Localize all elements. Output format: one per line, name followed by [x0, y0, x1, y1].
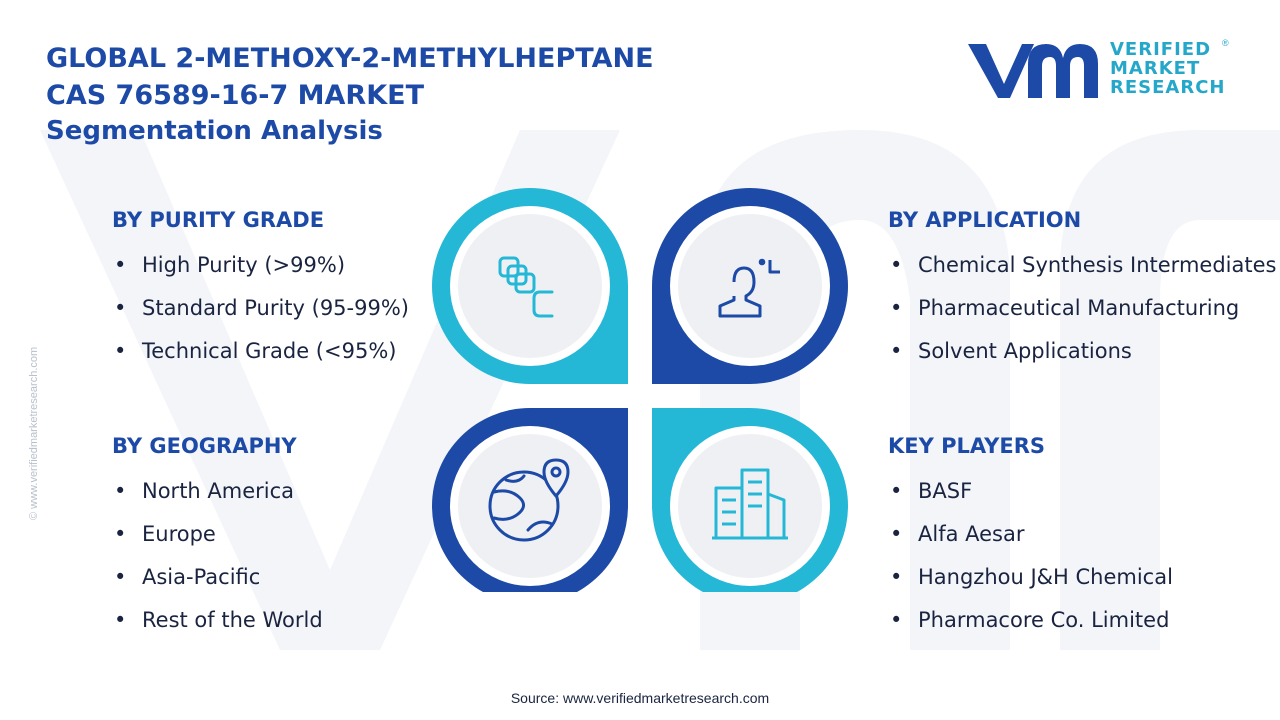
- segment-list: Chemical Synthesis Intermediates Pharmac…: [888, 244, 1276, 373]
- list-item: Europe: [112, 513, 323, 556]
- list-item: Solvent Applications: [888, 330, 1276, 373]
- segment-title: BY GEOGRAPHY: [112, 434, 297, 458]
- logo-line1: VERIFIED: [1110, 39, 1212, 60]
- list-item: North America: [112, 470, 323, 513]
- segment-title: BY PURITY GRADE: [112, 208, 325, 232]
- list-item: Hangzhou J&H Chemical: [888, 556, 1173, 599]
- segment-application: BY APPLICATION Chemical Synthesis Interm…: [888, 206, 1276, 373]
- petal-geography: [432, 408, 628, 592]
- segment-list: North America Europe Asia-Pacific Rest o…: [112, 470, 323, 642]
- segment-geography: BY GEOGRAPHY North America Europe Asia-P…: [112, 432, 323, 642]
- segment-list: BASF Alfa Aesar Hangzhou J&H Chemical Ph…: [888, 470, 1173, 642]
- segment-diagram: [432, 188, 848, 592]
- list-item: BASF: [888, 470, 1173, 513]
- list-item: Pharmaceutical Manufacturing: [888, 287, 1276, 330]
- logo-line2: MARKET: [1110, 58, 1201, 79]
- segment-title: BY APPLICATION: [888, 208, 1082, 232]
- list-item: Technical Grade (<95%): [112, 330, 409, 373]
- logo-wordmark: VERIFIED MARKET RESEARCH: [1110, 40, 1225, 97]
- logo-line3: RESEARCH: [1110, 77, 1226, 98]
- petal-purity-grade: [432, 188, 628, 384]
- list-item: Chemical Synthesis Intermediates: [888, 244, 1276, 287]
- globe-pin-icon: [488, 458, 570, 542]
- title-block: GLOBAL 2-METHOXY-2-METHYLHEPTANE CAS 765…: [46, 40, 654, 148]
- layers-icon: [498, 256, 554, 318]
- side-watermark-url: © www.verifiedmarketresearch.com: [28, 346, 40, 520]
- segment-title: KEY PLAYERS: [888, 434, 1045, 458]
- segment-list: High Purity (>99%) Standard Purity (95-9…: [112, 244, 409, 373]
- list-item: Asia-Pacific: [112, 556, 323, 599]
- page-title-line1: GLOBAL 2-METHOXY-2-METHYLHEPTANE: [46, 43, 654, 74]
- buildings-icon: [712, 468, 788, 540]
- list-item: Pharmacore Co. Limited: [888, 599, 1173, 642]
- list-item: High Purity (>99%): [112, 244, 409, 287]
- page-subtitle: Segmentation Analysis: [46, 116, 383, 146]
- segment-key-players: KEY PLAYERS BASF Alfa Aesar Hangzhou J&H…: [888, 432, 1173, 642]
- vmr-logo-icon: [968, 44, 1098, 98]
- segment-purity-grade: BY PURITY GRADE High Purity (>99%) Stand…: [112, 206, 409, 373]
- registered-mark: ®: [1222, 38, 1229, 48]
- source-caption: Source: www.verifiedmarketresearch.com: [510, 690, 770, 706]
- page-title-line2: CAS 76589-16-7 MARKET: [46, 80, 424, 111]
- petal-application: [652, 188, 848, 384]
- list-item: Alfa Aesar: [888, 513, 1173, 556]
- list-item: Standard Purity (95-99%): [112, 287, 409, 330]
- person-icon: [718, 258, 780, 318]
- petal-key-players: [652, 408, 848, 592]
- list-item: Rest of the World: [112, 599, 323, 642]
